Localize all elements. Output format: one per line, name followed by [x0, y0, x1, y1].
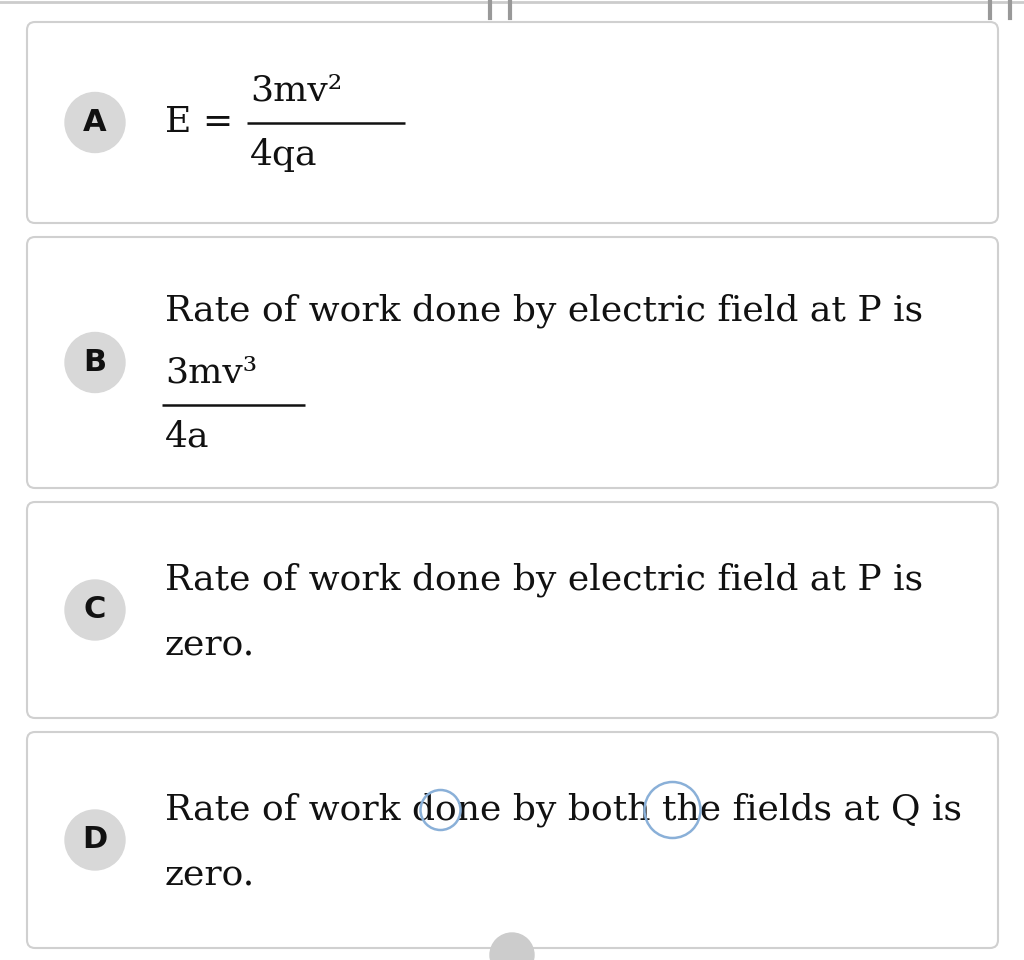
FancyBboxPatch shape: [27, 502, 998, 718]
Text: 4a: 4a: [165, 420, 210, 454]
Circle shape: [65, 580, 125, 640]
Text: 4qa: 4qa: [250, 137, 317, 172]
Text: C: C: [84, 595, 106, 625]
Text: B: B: [83, 348, 106, 377]
FancyBboxPatch shape: [27, 732, 998, 948]
Text: zero.: zero.: [165, 629, 255, 663]
Text: A: A: [83, 108, 106, 137]
Text: E =: E =: [165, 106, 245, 139]
Circle shape: [65, 810, 125, 870]
Circle shape: [65, 92, 125, 153]
Circle shape: [490, 933, 534, 960]
Text: Rate of work done by electric field at P is: Rate of work done by electric field at P…: [165, 563, 923, 597]
Text: 3mv²: 3mv²: [250, 74, 342, 108]
Text: zero.: zero.: [165, 859, 255, 893]
Circle shape: [65, 332, 125, 393]
Text: Rate of work done by both the fields at Q is: Rate of work done by both the fields at …: [165, 793, 962, 828]
FancyBboxPatch shape: [27, 237, 998, 488]
Text: D: D: [82, 826, 108, 854]
Text: Rate of work done by electric field at P is: Rate of work done by electric field at P…: [165, 294, 923, 328]
Text: 3mv³: 3mv³: [165, 356, 257, 390]
FancyBboxPatch shape: [27, 22, 998, 223]
